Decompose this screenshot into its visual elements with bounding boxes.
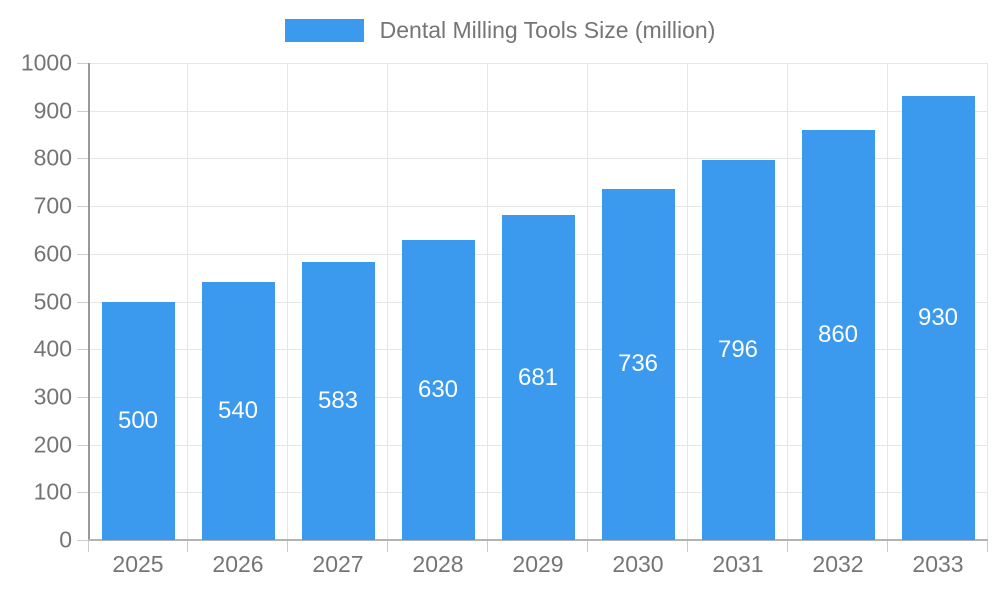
y-axis-tick-label: 500 xyxy=(33,288,72,314)
h-gridline xyxy=(88,63,988,64)
x-axis-tick-label: 2028 xyxy=(412,551,464,577)
bar-value-label: 796 xyxy=(717,336,759,364)
x-axis-tick-label: 2032 xyxy=(812,551,864,577)
h-gridline xyxy=(88,158,988,160)
y-axis-tick xyxy=(77,158,88,160)
x-axis-tick xyxy=(187,541,188,552)
v-gridline xyxy=(587,63,588,540)
y-axis-tick xyxy=(77,206,88,208)
x-axis-tick-label: 2033 xyxy=(912,551,964,577)
x-axis-tick xyxy=(987,541,988,552)
bar-2026[interactable]: 540 xyxy=(201,282,275,540)
y-axis-tick xyxy=(77,349,88,351)
legend[interactable]: Dental Milling Tools Size (million) xyxy=(0,17,1000,44)
plot-area: 500 540 583 630 681 736 796 860 930 xyxy=(77,63,988,552)
bar-2033[interactable]: 930 xyxy=(901,96,975,540)
y-axis-tick xyxy=(77,492,88,494)
bar-2032[interactable]: 860 xyxy=(801,129,875,540)
v-gridline xyxy=(187,63,188,540)
y-axis-tick-label: 400 xyxy=(33,335,72,362)
y-axis-tick-label: 1000 xyxy=(20,49,72,76)
y-axis-tick-label: 200 xyxy=(33,431,72,458)
bar-value-label: 736 xyxy=(617,350,659,378)
bar-value-label: 860 xyxy=(817,320,859,348)
y-axis-tick xyxy=(77,253,88,255)
y-axis-tick xyxy=(77,110,88,112)
x-axis-tick-label: 2026 xyxy=(212,551,264,577)
x-axis-tick-label: 2031 xyxy=(712,551,764,577)
v-gridline xyxy=(887,63,888,540)
y-axis-tick-label: 100 xyxy=(33,478,72,505)
y-axis-tick-label: 800 xyxy=(33,144,72,171)
x-axis-tick-label: 2025 xyxy=(112,551,164,577)
bar-2029[interactable]: 681 xyxy=(501,215,575,540)
legend-swatch-icon xyxy=(284,19,364,42)
x-axis-tick-label: 2030 xyxy=(612,551,664,577)
bar-2028[interactable]: 630 xyxy=(401,239,475,540)
v-gridline xyxy=(487,63,488,540)
bar-value-label: 540 xyxy=(217,397,259,425)
v-gridline xyxy=(287,63,288,540)
x-axis-tick xyxy=(587,541,588,552)
y-axis-tick-label: 900 xyxy=(33,97,72,124)
y-axis-tick xyxy=(77,540,88,541)
x-axis-tick xyxy=(88,541,89,552)
bar-value-label: 583 xyxy=(317,386,359,414)
legend-label: Dental Milling Tools Size (million) xyxy=(379,17,716,43)
x-axis-line xyxy=(88,539,988,541)
y-axis-tick-label: 600 xyxy=(33,240,72,267)
y-axis-tick xyxy=(77,396,88,398)
bar-2030[interactable]: 736 xyxy=(601,188,675,540)
bar-value-label: 681 xyxy=(517,363,559,391)
x-axis-tick xyxy=(287,541,288,552)
h-gridline xyxy=(88,110,988,112)
x-axis-tick xyxy=(387,541,388,552)
y-axis-tick-label: 0 xyxy=(59,526,72,553)
bar-value-label: 630 xyxy=(417,375,459,403)
y-axis-line xyxy=(88,63,90,540)
bar-value-label: 930 xyxy=(917,304,959,332)
v-gridline xyxy=(387,63,388,540)
x-axis-tick xyxy=(787,541,788,552)
y-axis-tick-label: 300 xyxy=(33,383,72,410)
x-axis-tick-label: 2027 xyxy=(312,551,364,577)
x-axis-tick-label: 2029 xyxy=(512,551,564,577)
v-gridline xyxy=(787,63,788,540)
x-axis-tick xyxy=(687,541,688,552)
x-axis-tick xyxy=(487,541,488,552)
y-axis-tick xyxy=(77,444,88,446)
y-axis-tick xyxy=(77,301,88,303)
x-axis-tick xyxy=(887,541,888,552)
bar-value-label: 500 xyxy=(117,406,159,434)
v-gridline xyxy=(687,63,688,540)
y-axis-tick xyxy=(77,63,88,64)
y-axis-tick-label: 700 xyxy=(33,192,72,219)
bar-2031[interactable]: 796 xyxy=(701,160,775,540)
v-gridline xyxy=(987,63,988,540)
bar-2025[interactable]: 500 xyxy=(101,301,175,540)
h-gridline xyxy=(88,206,988,208)
bar-2027[interactable]: 583 xyxy=(301,261,375,540)
